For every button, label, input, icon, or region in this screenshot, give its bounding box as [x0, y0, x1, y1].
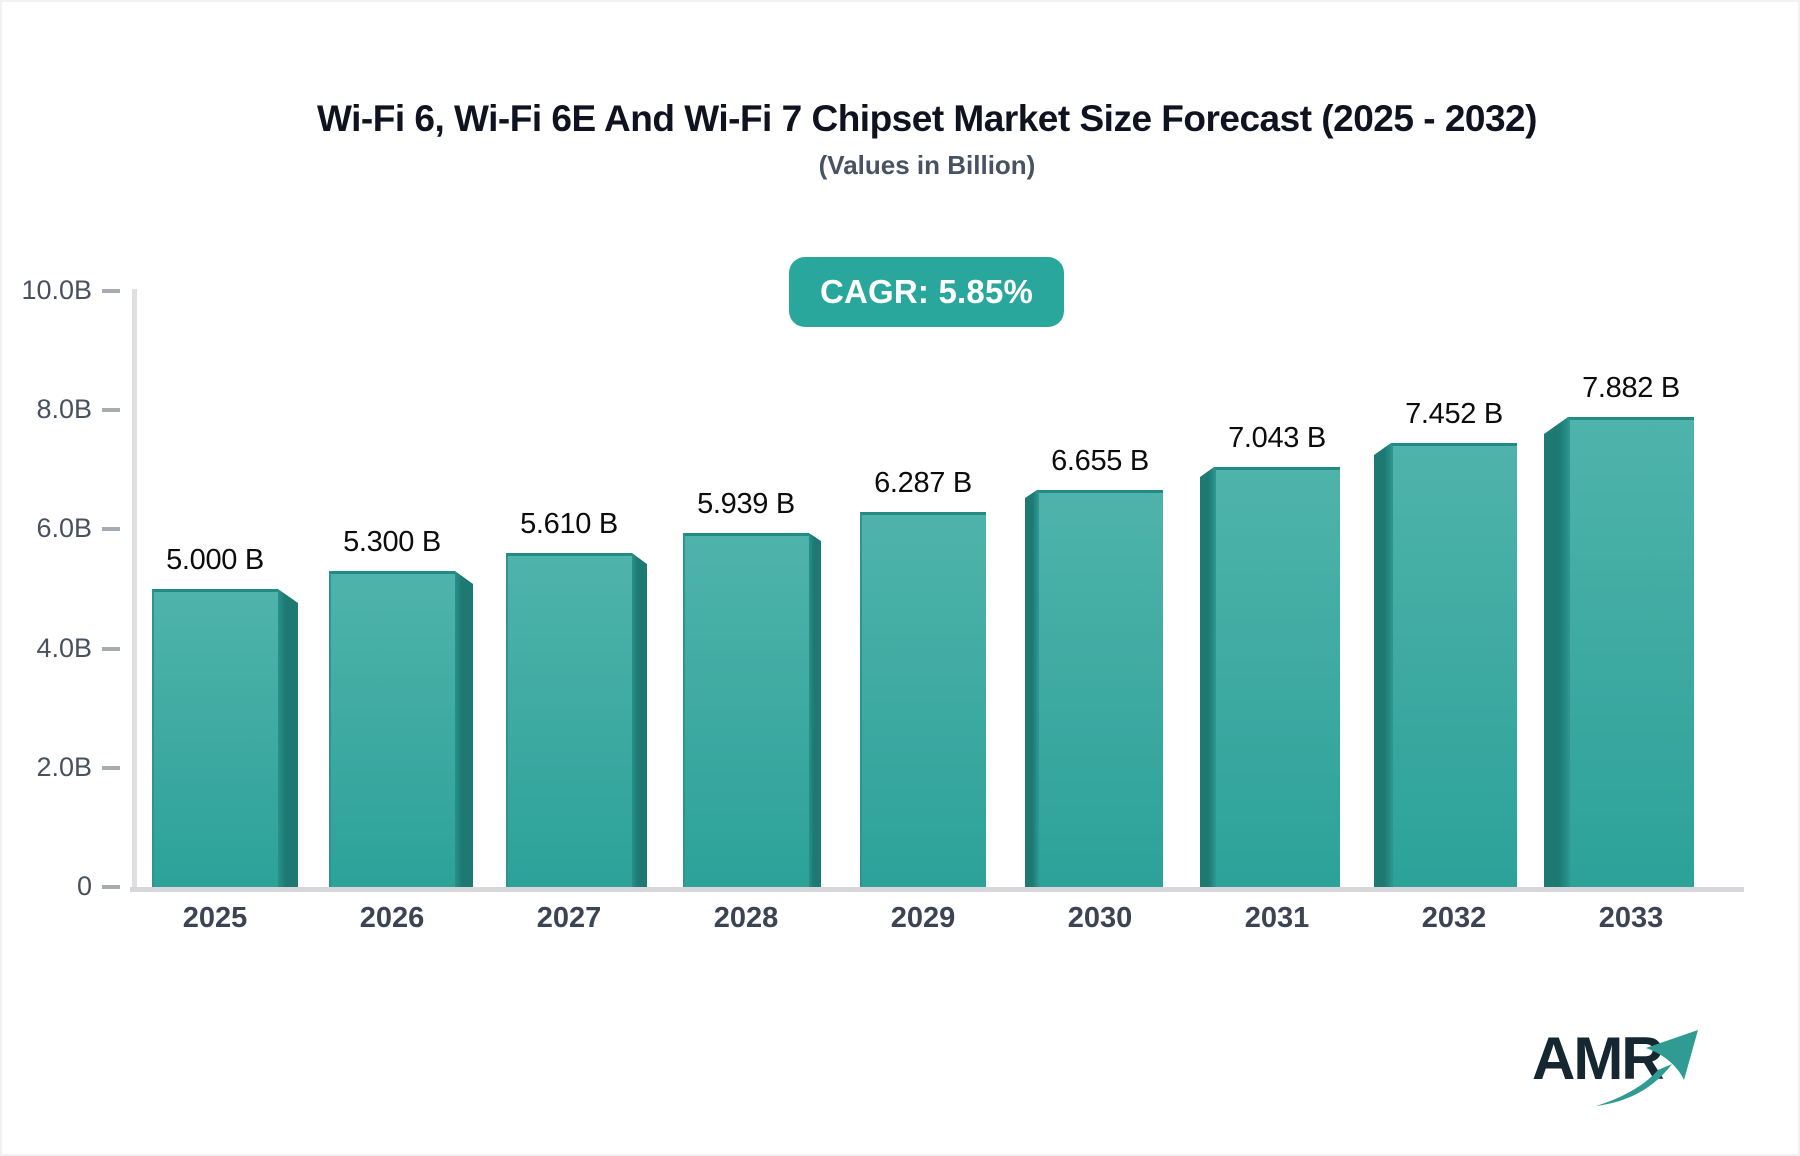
bar-value-label: 6.287 B — [874, 467, 972, 499]
bar-value-label: 5.300 B — [343, 526, 441, 558]
x-tick-label: 2032 — [1421, 902, 1487, 934]
bar-2031 — [1214, 467, 1340, 887]
bar-side-3d — [1025, 490, 1037, 887]
bar-2027 — [506, 553, 632, 887]
y-axis-line — [132, 289, 137, 887]
bar-value-label: 5.610 B — [520, 508, 618, 540]
y-tick-label: 2.0B — [36, 751, 92, 782]
bar-value-label: 6.655 B — [1051, 445, 1149, 477]
bar-value-label: 7.452 B — [1405, 398, 1503, 430]
y-tick-mark — [102, 527, 120, 532]
chart-subtitle: (Values in Billion) — [818, 150, 1036, 180]
y-tick-mark — [102, 765, 120, 770]
bar-value-label: 7.882 B — [1582, 372, 1680, 404]
y-tick-label: 0 — [76, 871, 92, 901]
x-tick-label: 2031 — [1244, 902, 1310, 934]
bar-2033 — [1568, 417, 1694, 887]
x-tick-label: 2026 — [359, 902, 425, 934]
bar-2028 — [683, 533, 809, 887]
bar-value-label: 7.043 B — [1228, 422, 1326, 454]
y-tick-mark — [102, 646, 120, 651]
x-axis-baseline — [130, 887, 1744, 892]
bar-side-3d — [455, 571, 473, 887]
bar-side-3d — [632, 553, 647, 887]
y-tick-label: 4.0B — [36, 632, 92, 663]
y-tick-label: 8.0B — [36, 394, 92, 425]
x-tick-label: 2030 — [1067, 902, 1133, 934]
bar-side-3d — [1200, 467, 1214, 887]
bar-value-label: 5.939 B — [697, 488, 795, 520]
bar-side-3d — [1544, 417, 1568, 887]
bar-2025 — [152, 589, 278, 887]
y-tick-mark — [102, 408, 120, 413]
y-tick-label: 10.0B — [21, 275, 92, 305]
bar-value-label: 5.000 B — [166, 544, 264, 576]
bar-2030 — [1037, 490, 1163, 887]
bar-side-3d — [278, 589, 298, 887]
bar-2032 — [1391, 443, 1517, 887]
chart-title: Wi-Fi 6, Wi-Fi 6E And Wi-Fi 7 Chipset Ma… — [317, 98, 1537, 139]
bar-2029 — [860, 512, 986, 887]
x-tick-label: 2027 — [536, 902, 602, 934]
cagr-badge-label: CAGR: 5.85% — [819, 273, 1034, 310]
x-tick-label: 2025 — [182, 902, 248, 934]
bar-side-3d — [1374, 443, 1391, 887]
y-tick-mark — [102, 885, 120, 889]
trend-up-arrow-icon — [1596, 1030, 1698, 1106]
amr-logo-text: AMR — [1532, 1025, 1665, 1092]
x-tick-label: 2029 — [890, 902, 956, 934]
y-tick-label: 6.0B — [36, 513, 92, 544]
y-tick-mark — [102, 289, 120, 293]
amr-logo: AMR — [1532, 1024, 1712, 1124]
bar-side-3d — [809, 533, 821, 887]
x-tick-label: 2028 — [713, 902, 779, 934]
x-tick-label: 2033 — [1598, 902, 1664, 934]
bar-2026 — [329, 571, 455, 887]
cagr-badge: CAGR: 5.85% — [789, 257, 1064, 327]
